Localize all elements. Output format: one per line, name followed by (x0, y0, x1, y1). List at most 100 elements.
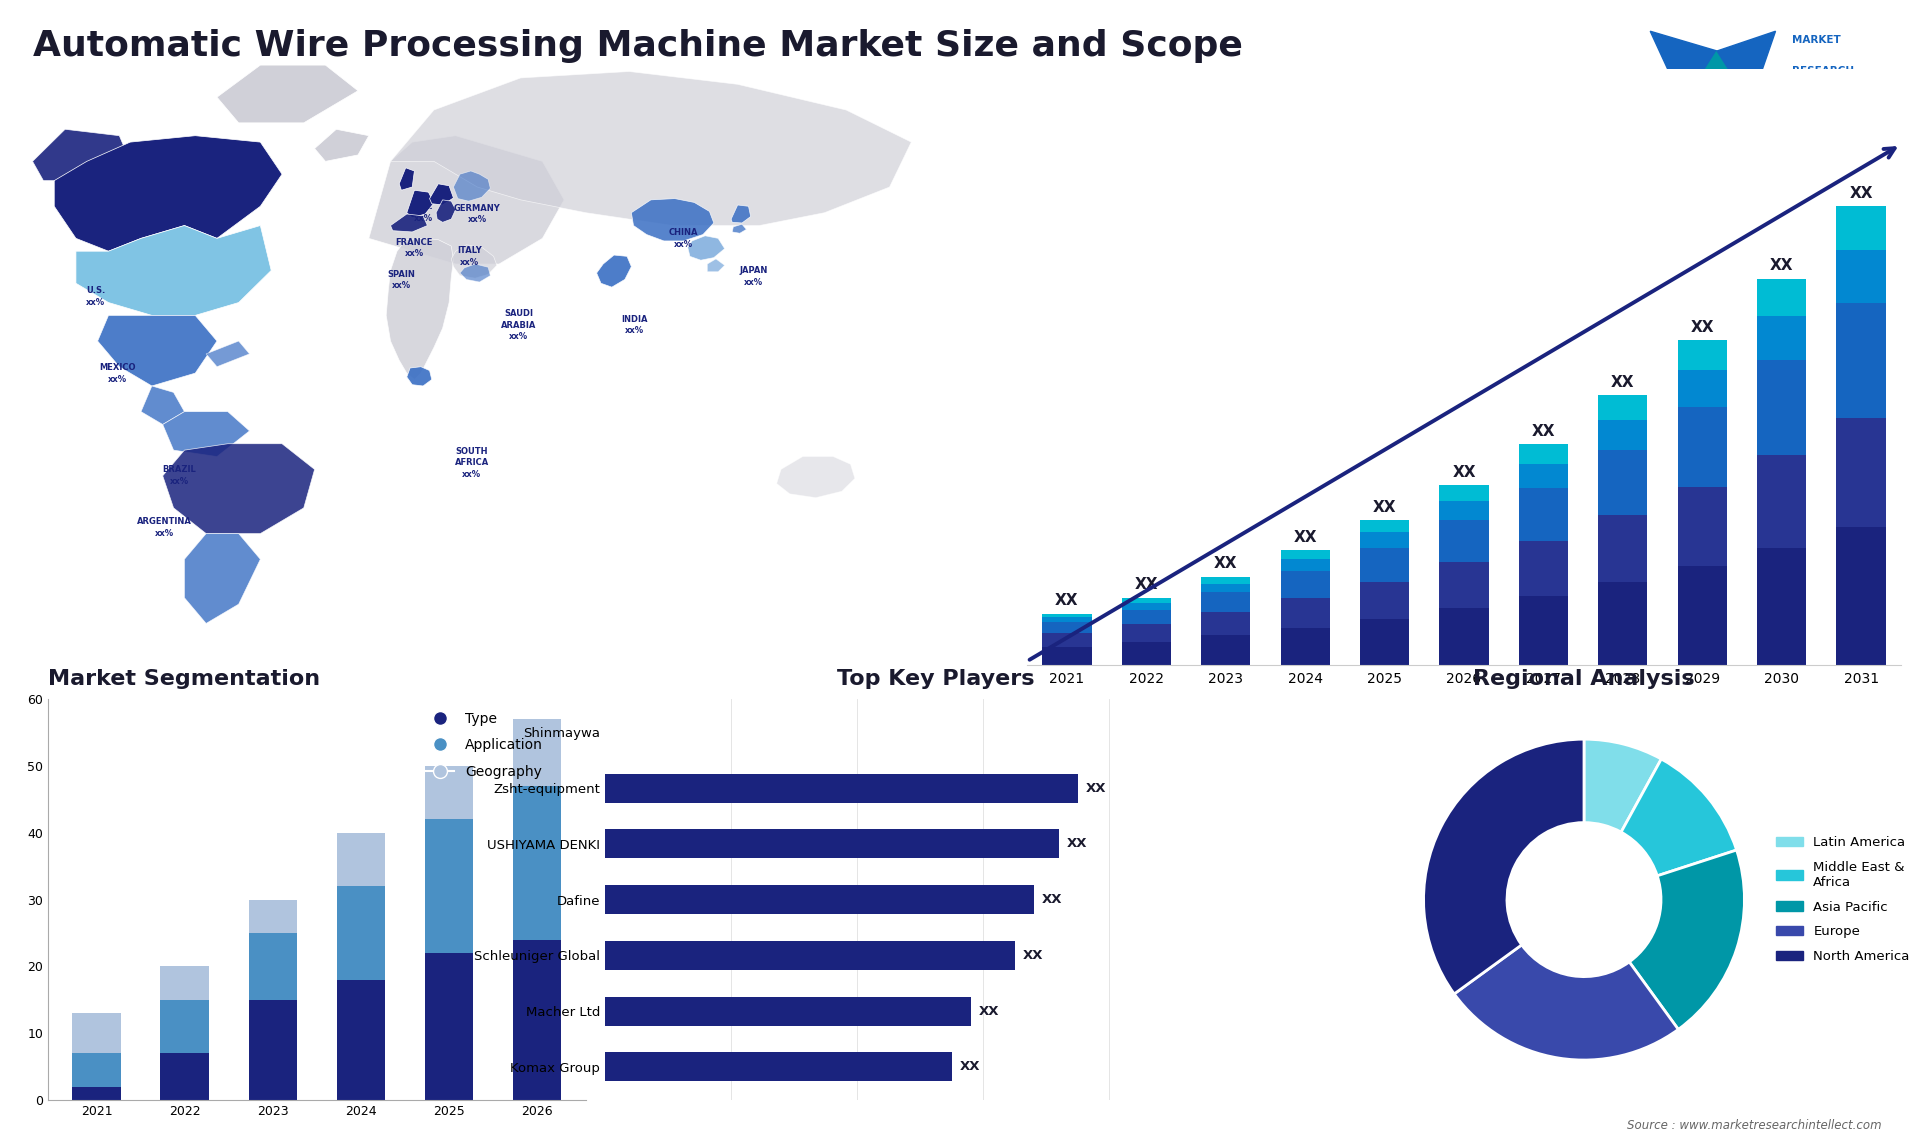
Bar (336, 833, 386, 886)
Text: Source : www.marketresearchintellect.com: Source : www.marketresearchintellect.com (1626, 1120, 1882, 1132)
Bar (1121, 625, 1171, 642)
Legend: Latin America, Middle East &
Africa, Asia Pacific, Europe, North America: Latin America, Middle East & Africa, Asi… (1770, 831, 1914, 968)
Polygon shape (77, 226, 271, 315)
Bar (1757, 278, 1807, 315)
Text: XX: XX (1611, 375, 1634, 390)
Bar (1043, 633, 1092, 647)
Polygon shape (453, 171, 490, 202)
Polygon shape (597, 256, 632, 288)
Bar (1121, 598, 1171, 603)
Polygon shape (407, 190, 434, 218)
Text: SOUTH
AFRICA
xx%: SOUTH AFRICA xx% (455, 447, 490, 479)
Text: MEXICO
xx%: MEXICO xx% (100, 363, 136, 384)
Polygon shape (1716, 31, 1776, 103)
Bar (161, 999, 209, 1053)
Bar (1043, 613, 1092, 617)
Text: Market Segmentation: Market Segmentation (48, 669, 321, 689)
Text: Automatic Wire Processing Machine Market Size and Scope: Automatic Wire Processing Machine Market… (33, 29, 1242, 63)
Bar (605, 1052, 952, 1081)
Bar (73, 1013, 121, 1053)
Text: GERMANY
xx%: GERMANY xx% (453, 204, 501, 225)
Bar (1836, 206, 1885, 250)
Bar (424, 766, 472, 819)
Bar (1519, 464, 1569, 488)
Wedge shape (1584, 739, 1661, 832)
Bar (1678, 407, 1726, 487)
Bar (605, 885, 1033, 915)
Text: U.S.
xx%: U.S. xx% (86, 285, 106, 306)
Text: BRAZIL
xx%: BRAZIL xx% (161, 465, 196, 486)
Bar (1757, 548, 1807, 665)
Bar (1281, 550, 1331, 559)
Wedge shape (1423, 739, 1584, 994)
Bar (1121, 642, 1171, 665)
Text: INDIA
xx%: INDIA xx% (622, 315, 647, 336)
Text: XX: XX (1085, 782, 1106, 794)
Bar (1757, 360, 1807, 455)
Bar (1678, 370, 1726, 407)
Bar (1678, 487, 1726, 566)
Polygon shape (436, 199, 455, 222)
Text: XX: XX (1849, 186, 1872, 201)
Bar (1043, 622, 1092, 633)
Bar (1678, 566, 1726, 665)
Bar (1519, 541, 1569, 596)
Bar (73, 1086, 121, 1100)
Wedge shape (1630, 850, 1745, 1029)
Polygon shape (1684, 52, 1751, 103)
Text: RESEARCH: RESEARCH (1791, 65, 1855, 76)
Text: INTELLECT: INTELLECT (1791, 96, 1855, 107)
Bar (1359, 619, 1409, 665)
Text: FRANCE
xx%: FRANCE xx% (396, 237, 434, 258)
Polygon shape (778, 456, 854, 497)
Bar (605, 774, 1077, 802)
Bar (1440, 485, 1488, 501)
Bar (336, 886, 386, 980)
Text: XX: XX (1068, 838, 1087, 850)
Polygon shape (399, 167, 415, 190)
Bar (1440, 501, 1488, 520)
Text: ITALY
xx%: ITALY xx% (457, 246, 482, 267)
Bar (1202, 583, 1250, 592)
Legend: Type, Application, Geography: Type, Application, Geography (420, 706, 549, 784)
Bar (1359, 548, 1409, 582)
Bar (1836, 304, 1885, 418)
Bar (1757, 455, 1807, 548)
Bar (1597, 449, 1647, 515)
Polygon shape (461, 264, 490, 282)
Bar (1597, 582, 1647, 665)
Bar (1597, 515, 1647, 582)
Polygon shape (732, 225, 747, 234)
Bar (1359, 533, 1409, 548)
Bar (1281, 598, 1331, 628)
Polygon shape (1649, 31, 1716, 103)
Polygon shape (386, 238, 453, 379)
Bar (1440, 609, 1488, 665)
Bar (1202, 576, 1250, 583)
Text: XX: XX (1690, 320, 1715, 335)
Bar (1836, 418, 1885, 527)
Text: XX: XX (1213, 556, 1238, 571)
Polygon shape (632, 198, 714, 241)
Text: XX: XX (1373, 500, 1396, 515)
Polygon shape (33, 129, 131, 181)
Text: ARGENTINA
xx%: ARGENTINA xx% (138, 517, 192, 537)
Bar (605, 830, 1060, 858)
Bar (248, 933, 298, 999)
Title: Top Key Players: Top Key Players (837, 669, 1035, 689)
Bar (424, 819, 472, 953)
Bar (605, 941, 1016, 970)
Text: U.K.
xx%: U.K. xx% (413, 203, 432, 223)
Bar (513, 786, 561, 940)
Polygon shape (54, 135, 282, 251)
Text: XX: XX (1770, 258, 1793, 273)
Polygon shape (430, 183, 453, 205)
Bar (1519, 488, 1569, 541)
Bar (1519, 445, 1569, 464)
Bar (248, 999, 298, 1100)
Bar (1440, 520, 1488, 563)
Bar (161, 1053, 209, 1100)
Polygon shape (205, 342, 250, 367)
Text: SPAIN
xx%: SPAIN xx% (388, 269, 415, 290)
Bar (1597, 395, 1647, 419)
